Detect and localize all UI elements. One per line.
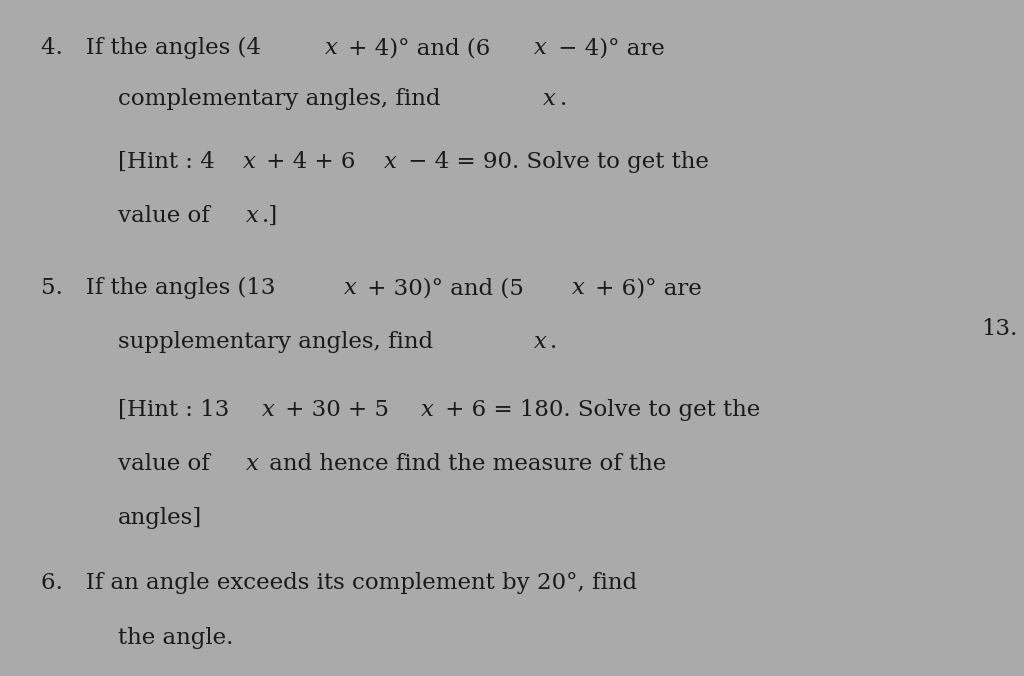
Text: .: . (550, 331, 558, 353)
Text: + 30 + 5: + 30 + 5 (279, 399, 389, 420)
Text: + 6 = 180. Solve to get the: + 6 = 180. Solve to get the (438, 399, 760, 420)
Text: + 4)° and (6: + 4)° and (6 (341, 37, 490, 59)
Text: and hence find the measure of the: and hence find the measure of the (262, 453, 667, 475)
Text: angles]: angles] (118, 507, 202, 529)
Text: x: x (243, 151, 256, 172)
Text: x: x (246, 205, 258, 226)
Text: x: x (544, 88, 556, 110)
Text: x: x (325, 37, 338, 59)
Text: [Hint : 4: [Hint : 4 (118, 151, 215, 172)
Text: x: x (246, 453, 258, 475)
Text: x: x (535, 37, 547, 59)
Text: − 4 = 90. Solve to get the: − 4 = 90. Solve to get the (400, 151, 709, 172)
Text: .]: .] (262, 205, 279, 226)
Text: 6. If an angle exceeds its complement by 20°, find: 6. If an angle exceeds its complement by… (41, 573, 637, 594)
Text: [Hint : 13: [Hint : 13 (118, 399, 229, 420)
Text: the angle.: the angle. (118, 627, 233, 648)
Text: + 30)° and (5: + 30)° and (5 (360, 277, 524, 299)
Text: value of: value of (118, 453, 217, 475)
Text: x: x (534, 331, 547, 353)
Text: 5. If the angles (13: 5. If the angles (13 (41, 277, 275, 299)
Text: supplementary angles, find: supplementary angles, find (118, 331, 440, 353)
Text: x: x (261, 399, 274, 420)
Text: value of: value of (118, 205, 217, 226)
Text: x: x (571, 277, 585, 299)
Text: 4. If the angles (4: 4. If the angles (4 (41, 37, 261, 59)
Text: complementary angles, find: complementary angles, find (118, 88, 447, 110)
Text: + 6)° are: + 6)° are (588, 277, 702, 299)
Text: x: x (384, 151, 396, 172)
Text: − 4)° are: − 4)° are (551, 37, 665, 59)
Text: x: x (343, 277, 356, 299)
Text: + 4 + 6: + 4 + 6 (259, 151, 356, 172)
Text: 13.: 13. (981, 318, 1018, 339)
Text: x: x (421, 399, 434, 420)
Text: .: . (560, 88, 567, 110)
